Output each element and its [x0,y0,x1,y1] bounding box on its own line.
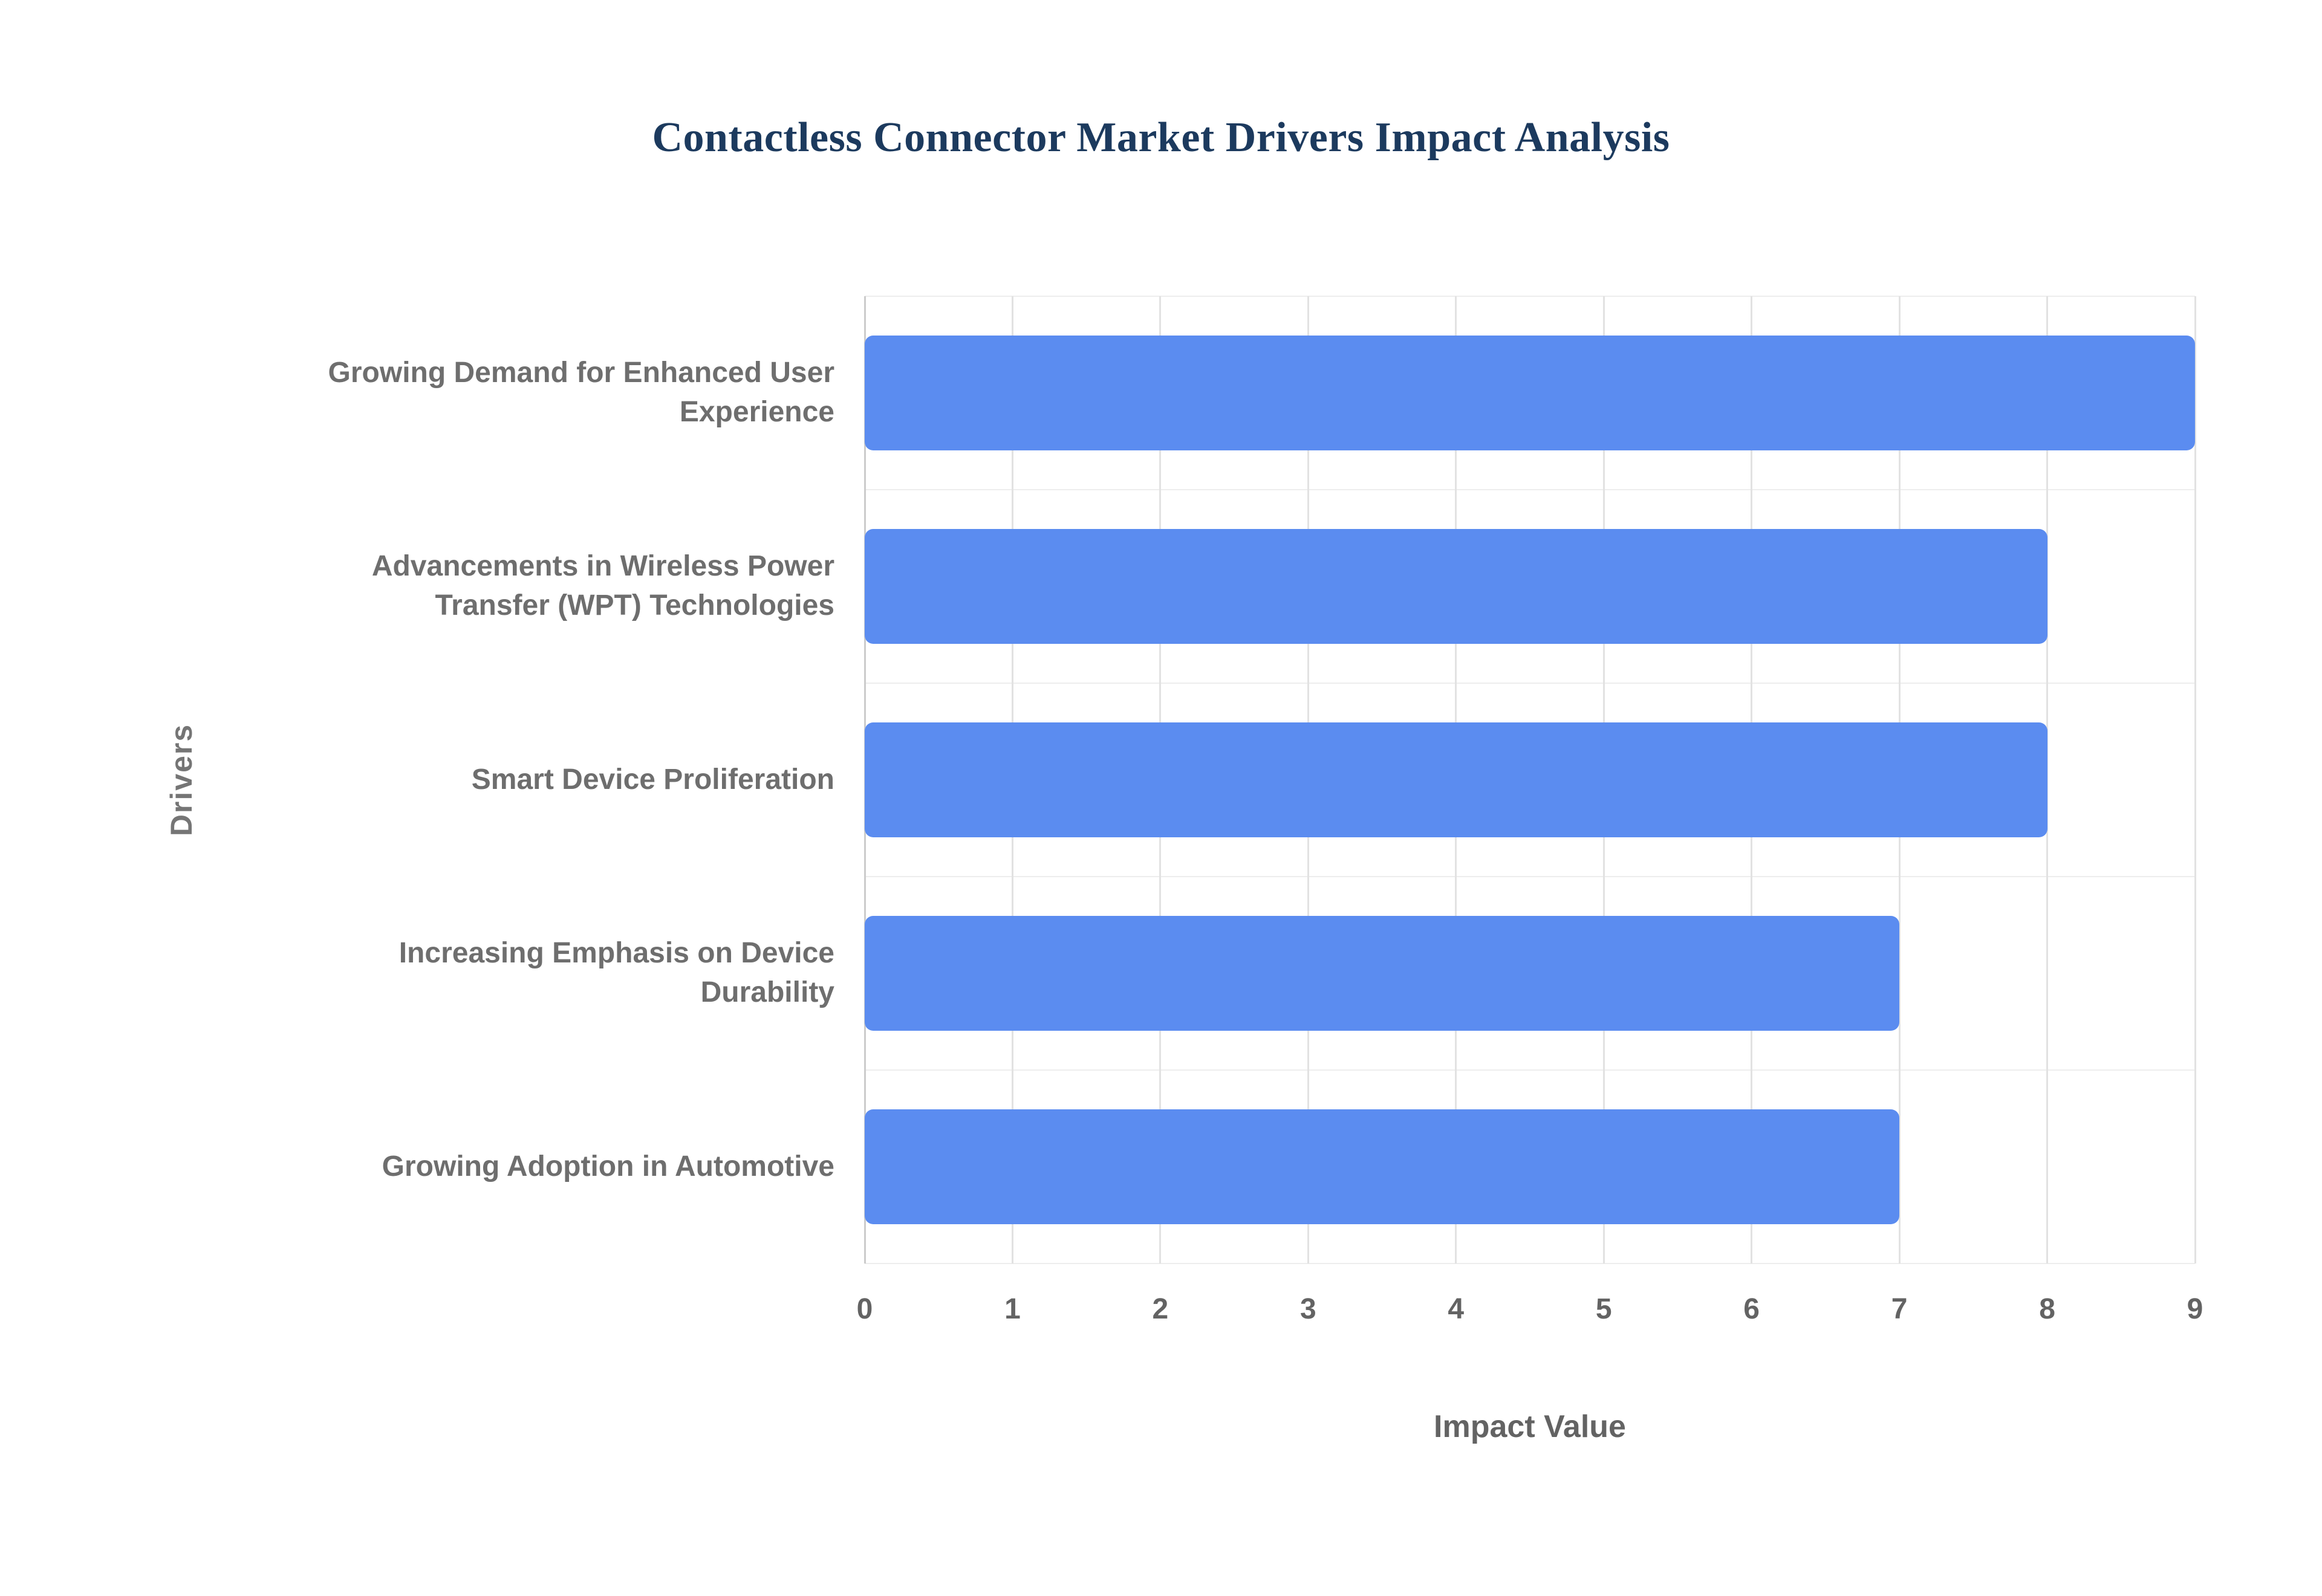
bar[interactable] [865,1109,1899,1224]
gridline-horizontal [865,1263,2195,1264]
x-axis-title: Impact Value [1434,1409,1626,1444]
x-tick-label: 3 [1299,1293,1316,1325]
gridline-vertical [2194,296,2196,1264]
bar[interactable] [865,336,2195,450]
category-label: Growing Adoption in Automotive [382,1150,834,1182]
gridline-horizontal [865,489,2195,490]
y-axis-title: Drivers [164,723,198,837]
x-tick-label: 6 [1743,1293,1760,1325]
category-labels: Growing Demand for Enhanced User Experie… [314,296,834,1264]
bar[interactable] [865,722,2047,837]
gridline-horizontal [865,1069,2195,1071]
x-tick-label: 7 [1891,1293,1908,1325]
x-tick-label: 8 [2039,1293,2055,1325]
gridline-horizontal [865,683,2195,684]
category-label: Increasing Emphasis on Device Durability [398,937,834,1008]
gridline-horizontal [865,296,2195,297]
x-tick-label: 1 [1004,1293,1021,1325]
plot-area [864,296,2196,1264]
x-tick-label: 2 [1152,1293,1169,1325]
gridline-horizontal [865,876,2195,877]
bar[interactable] [865,916,1899,1031]
category-label: Advancements in Wireless Power Transfer … [371,550,834,621]
x-tick-label: 0 [856,1293,873,1325]
category-label: Smart Device Proliferation [471,763,834,796]
bar[interactable] [865,529,2047,644]
category-label: Growing Demand for Enhanced User Experie… [328,357,834,428]
x-tick-label: 9 [2187,1293,2203,1325]
x-tick-label: 4 [1448,1293,1465,1325]
x-tick-label: 5 [1595,1293,1612,1325]
x-axis-ticks: 0 1 2 3 4 5 6 7 8 9 [857,1293,2203,1341]
chart-title: Contactless Connector Market Drivers Imp… [652,114,1670,161]
